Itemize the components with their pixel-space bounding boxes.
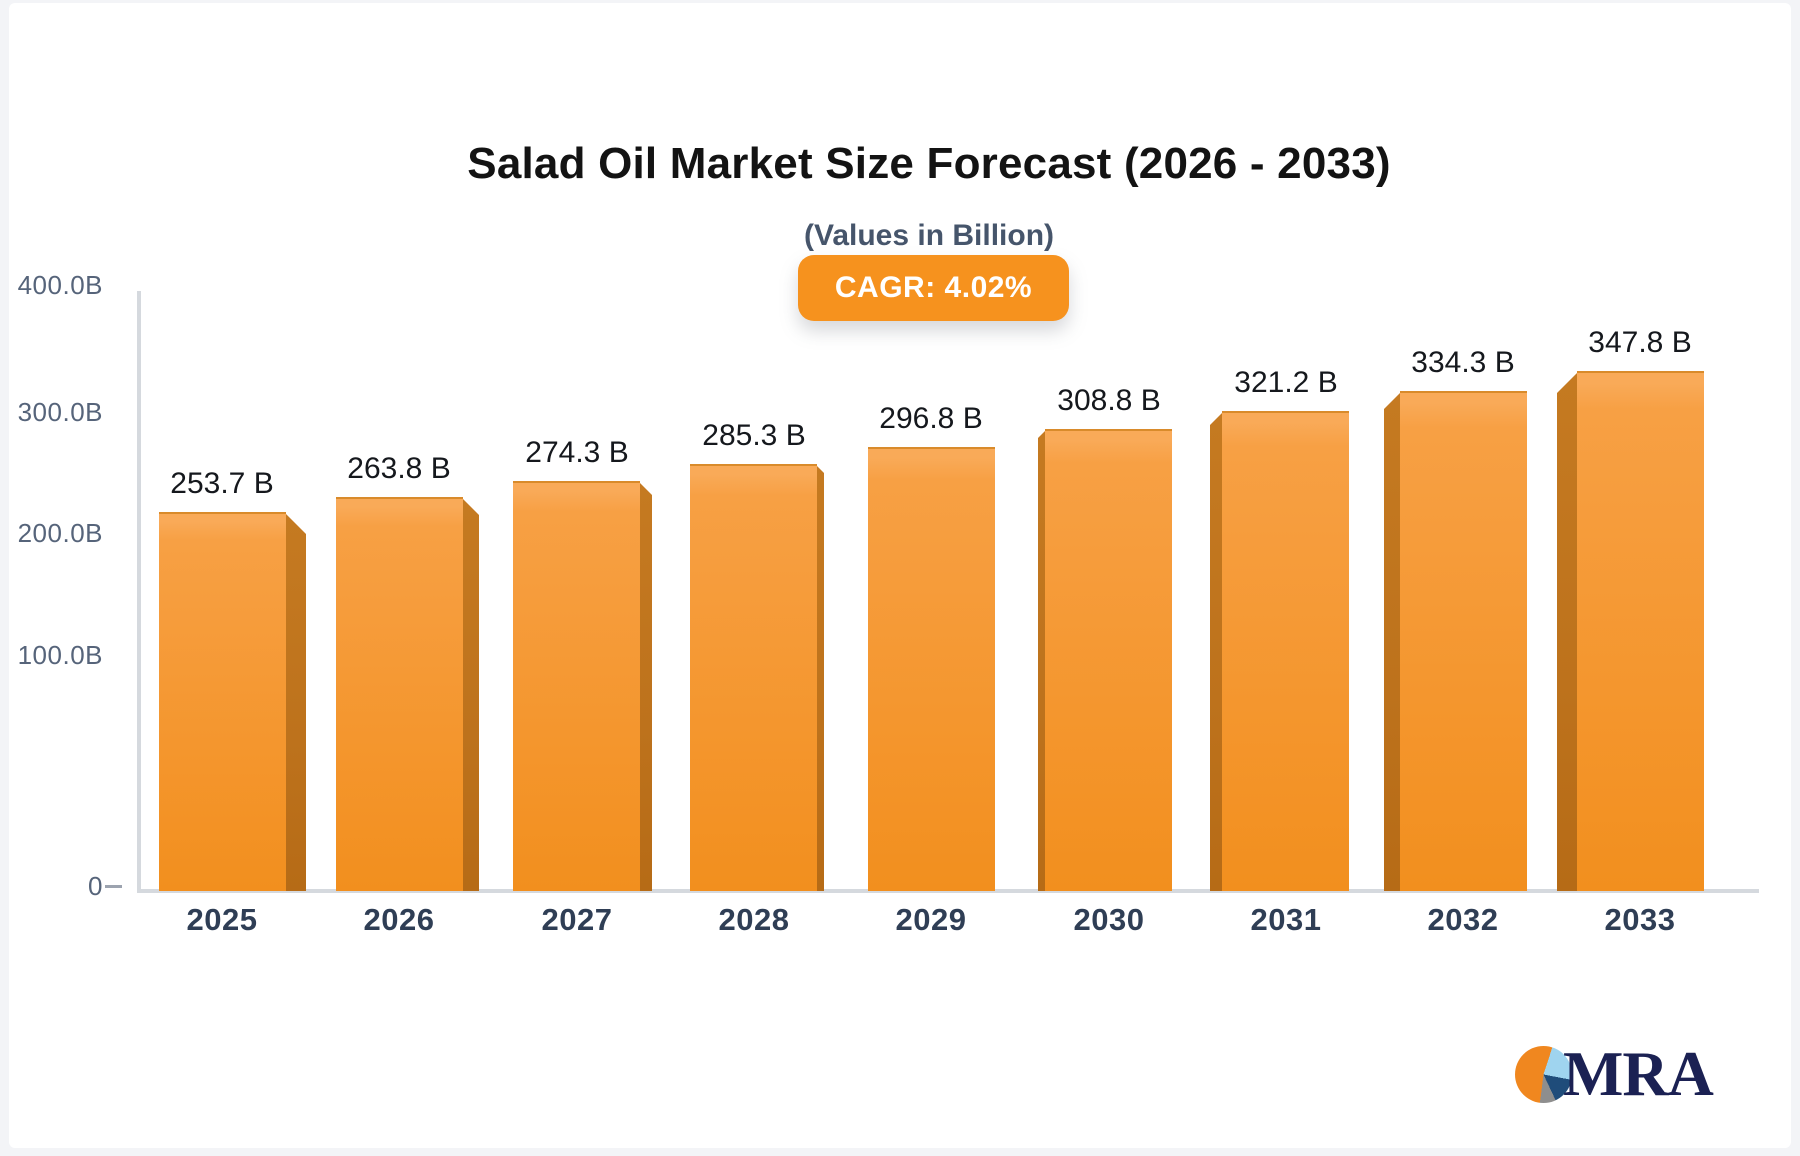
y-tick-label: 0 [88,871,103,901]
bar-2028 [690,464,824,891]
bar-value-label: 253.7 B [170,467,274,500]
bar-side-face [463,499,479,891]
bar-2030 [1038,429,1172,891]
x-tick-label: 2028 [718,902,790,937]
brand-logo-text: MRA [1563,1038,1714,1109]
y-tick-label: 400.0B [17,270,103,300]
bar-value-label: 263.8 B [347,452,451,485]
bar-side-face [817,466,824,891]
bar-side-face [1557,373,1577,891]
bar-value-label: 321.2 B [1234,366,1338,399]
x-axis-line [137,889,1759,893]
bar-side-face [1384,393,1400,891]
cagr-badge: CAGR: 4.02% [798,255,1069,321]
bar-2026 [336,497,479,891]
chart-subtitle: (Values in Billion) [803,219,1055,252]
zero-tick-mark [105,885,122,888]
bar-2025 [159,512,306,891]
x-tick-label: 2031 [1250,902,1322,937]
x-tick-label: 2027 [541,902,613,937]
x-tick-label: 2026 [363,902,435,937]
bar-side-face [640,483,652,891]
bar-2027 [513,481,652,891]
pie-chart-icon [1515,1046,1572,1103]
bar-2029 [868,447,995,891]
x-tick-label: 2025 [186,902,258,937]
y-axis-line [137,291,141,891]
bar-side-face [1210,413,1222,891]
bar-value-label: 274.3 B [525,436,629,469]
cagr-badge-label: CAGR: 4.02% [834,271,1033,304]
bar-value-label: 308.8 B [1057,384,1161,417]
bar-2033 [1557,371,1704,891]
y-tick-label: 300.0B [17,397,103,427]
brand-logo: MRA [1515,1038,1715,1109]
x-tick-label: 2032 [1427,902,1499,937]
bar-value-label: 334.3 B [1411,346,1515,379]
x-tick-label: 2029 [895,902,967,937]
x-tick-label: 2030 [1073,902,1145,937]
chart-card: Salad Oil Market Size Forecast (2026 - 2… [9,3,1791,1148]
bar-side-face [1038,431,1045,891]
y-tick-label: 100.0B [17,640,103,670]
bar-side-face [286,514,306,891]
x-tick-label: 2033 [1604,902,1676,937]
bar-value-label: 347.8 B [1588,326,1692,359]
chart-title: Salad Oil Market Size Forecast (2026 - 2… [467,139,1391,188]
bar-2031 [1210,411,1349,891]
y-tick-label: 200.0B [17,518,103,548]
bar-value-label: 296.8 B [879,402,983,435]
bar-value-label: 285.3 B [702,419,806,452]
bar-2032 [1384,391,1527,891]
